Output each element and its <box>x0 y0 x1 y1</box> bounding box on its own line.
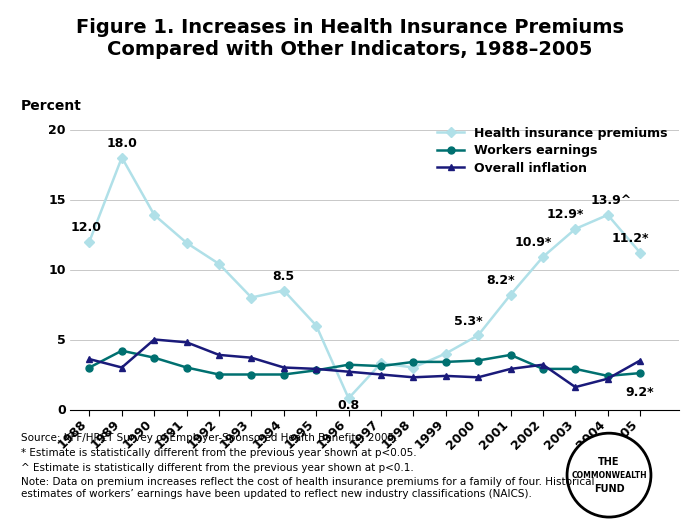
Text: COMMONWEALTH: COMMONWEALTH <box>571 470 647 480</box>
Text: 10.9*: 10.9* <box>514 236 552 249</box>
Circle shape <box>567 433 651 517</box>
Text: THE: THE <box>598 457 620 467</box>
Text: 12.0: 12.0 <box>71 221 102 234</box>
Text: 12.9*: 12.9* <box>547 208 584 221</box>
Text: Percent: Percent <box>21 99 82 113</box>
Text: ^ Estimate is statistically different from the previous year shown at p<0.1.: ^ Estimate is statistically different fr… <box>21 463 414 472</box>
Text: 11.2*: 11.2* <box>612 232 649 245</box>
Legend: Health insurance premiums, Workers earnings, Overall inflation: Health insurance premiums, Workers earni… <box>432 122 673 180</box>
Text: 5.3*: 5.3* <box>454 314 483 328</box>
Text: 18.0: 18.0 <box>106 137 137 150</box>
Text: Figure 1. Increases in Health Insurance Premiums
Compared with Other Indicators,: Figure 1. Increases in Health Insurance … <box>76 18 624 59</box>
Text: * Estimate is statistically different from the previous year shown at p<0.05.: * Estimate is statistically different fr… <box>21 448 416 458</box>
Text: Note: Data on premium increases reflect the cost of health insurance premiums fo: Note: Data on premium increases reflect … <box>21 477 594 499</box>
Text: 8.2*: 8.2* <box>486 274 515 287</box>
Text: 13.9^: 13.9^ <box>590 194 631 207</box>
Text: 8.5: 8.5 <box>273 270 295 283</box>
Text: FUND: FUND <box>594 484 624 494</box>
Text: 9.2*: 9.2* <box>626 386 655 398</box>
Text: Source: KFF/HRET Survey of Employer-Sponsored Health Benefits: 2005.: Source: KFF/HRET Survey of Employer-Spon… <box>21 433 398 443</box>
Text: 0.8: 0.8 <box>337 400 360 412</box>
